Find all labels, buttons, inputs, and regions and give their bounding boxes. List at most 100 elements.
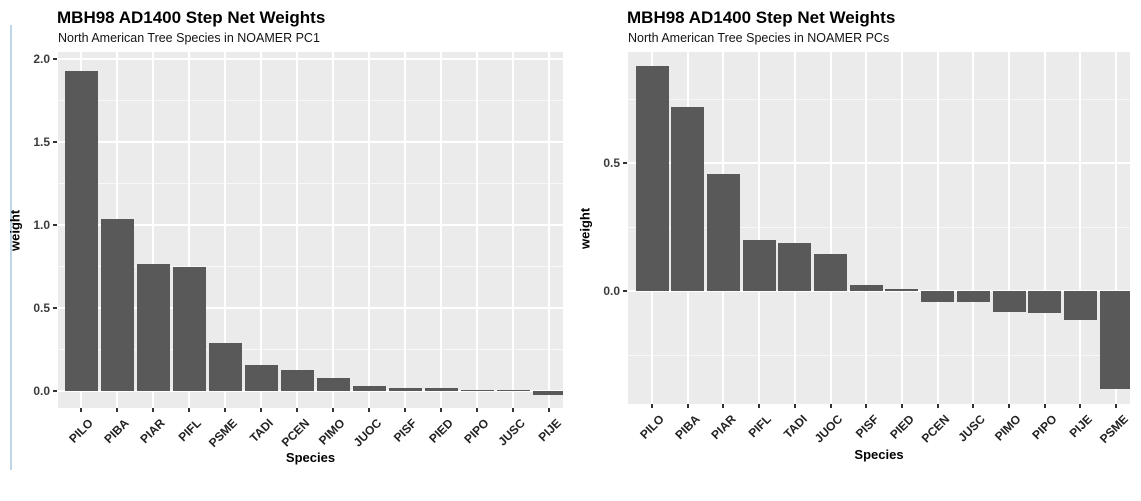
x-tick-label: JUOC bbox=[811, 412, 846, 446]
chart-subtitle: North American Tree Species in NOAMER PC… bbox=[628, 31, 890, 45]
x-axis-tick bbox=[332, 408, 334, 412]
gridline-vertical bbox=[332, 52, 334, 408]
bar bbox=[1063, 291, 1097, 320]
x-tick-label: PIED bbox=[887, 412, 917, 442]
pane-border-line bbox=[10, 25, 12, 470]
x-tick-label: PIBA bbox=[101, 416, 132, 447]
y-tick-label: 1.5 bbox=[33, 135, 50, 150]
x-axis-tick bbox=[512, 408, 514, 412]
x-tick-label: PIAR bbox=[708, 412, 739, 443]
bar bbox=[956, 291, 990, 302]
chart-title: MBH98 AD1400 Step Net Weights bbox=[57, 8, 326, 27]
bar bbox=[706, 173, 740, 292]
x-tick-label: PIJE bbox=[535, 416, 564, 445]
x-tick-label: JUSC bbox=[955, 412, 989, 445]
y-axis-tick bbox=[53, 141, 57, 144]
bar bbox=[172, 266, 206, 392]
y-axis-tick bbox=[623, 290, 627, 293]
x-tick-label: PIFL bbox=[175, 416, 204, 445]
bar bbox=[778, 242, 812, 292]
gridline-major bbox=[58, 58, 563, 61]
gridline-major bbox=[58, 390, 563, 393]
gridline-minor bbox=[628, 98, 1130, 100]
gridline-vertical bbox=[758, 52, 761, 404]
bar bbox=[921, 291, 955, 302]
chart-subtitle: North American Tree Species in NOAMER PC… bbox=[58, 31, 320, 45]
x-tick-label: PILO bbox=[66, 416, 96, 446]
gridline-vertical bbox=[476, 52, 478, 408]
x-axis-tick bbox=[972, 404, 975, 408]
x-tick-label: JUOC bbox=[350, 416, 384, 450]
x-axis-tick bbox=[829, 404, 832, 408]
x-axis-tick bbox=[686, 404, 689, 408]
y-tick-label: 0.0 bbox=[603, 284, 620, 299]
x-tick-label: JUSC bbox=[495, 416, 528, 449]
bar bbox=[635, 66, 669, 292]
x-tick-label: PILO bbox=[637, 412, 667, 442]
bar bbox=[671, 107, 705, 292]
x-tick-label: PIMO bbox=[992, 412, 1024, 444]
gridline-vertical bbox=[1079, 52, 1082, 404]
bar bbox=[1028, 291, 1062, 314]
y-axis-tick bbox=[53, 390, 57, 393]
x-axis-tick bbox=[224, 408, 226, 412]
x-axis-tick bbox=[404, 408, 406, 412]
y-tick-label: 0.5 bbox=[603, 156, 620, 171]
x-axis-tick bbox=[116, 408, 118, 412]
gridline-major bbox=[58, 141, 563, 144]
gridline-vertical bbox=[260, 52, 262, 408]
x-axis-tick bbox=[80, 408, 82, 412]
gridline-vertical bbox=[404, 52, 406, 408]
x-axis-tick bbox=[296, 408, 298, 412]
gridline-vertical bbox=[1043, 52, 1046, 404]
x-tick-label: PIPO bbox=[1029, 412, 1060, 443]
x-axis-title: Species bbox=[285, 450, 336, 465]
x-tick-label: PIMO bbox=[316, 416, 348, 448]
x-tick-label: TADI bbox=[246, 416, 276, 446]
bar bbox=[388, 388, 422, 392]
plot-panel bbox=[628, 52, 1130, 404]
x-tick-label: PIFL bbox=[745, 412, 775, 441]
y-axis-title: weight bbox=[7, 209, 23, 251]
x-tick-label: PIBA bbox=[672, 412, 703, 443]
gridline-major bbox=[58, 307, 563, 310]
x-tick-label: PIJE bbox=[1067, 412, 1096, 441]
gridline-vertical bbox=[188, 52, 190, 408]
gridline-minor bbox=[58, 183, 563, 185]
gridline-vertical bbox=[1008, 52, 1010, 404]
gridline-minor bbox=[58, 349, 563, 351]
x-axis-tick bbox=[1115, 404, 1118, 408]
x-tick-label: PISF bbox=[391, 416, 420, 445]
x-axis-tick bbox=[440, 408, 442, 412]
right-chart: MBH98 AD1400 Step Net Weights North Amer… bbox=[570, 0, 1141, 501]
x-axis-tick bbox=[260, 408, 262, 412]
bar bbox=[280, 369, 314, 392]
y-tick-label: 1.0 bbox=[33, 218, 50, 233]
gridline-vertical bbox=[829, 52, 832, 404]
x-axis-tick bbox=[476, 408, 478, 412]
gridline-major bbox=[628, 290, 1130, 293]
y-tick-label: 2.0 bbox=[33, 52, 50, 67]
bar bbox=[814, 254, 847, 292]
x-axis-tick bbox=[548, 408, 550, 412]
gridline-vertical bbox=[152, 52, 154, 408]
x-axis-tick bbox=[368, 408, 370, 412]
x-axis-tick bbox=[651, 404, 653, 408]
y-tick-label: 0.5 bbox=[33, 301, 50, 316]
gridline-vertical bbox=[512, 52, 514, 408]
x-axis-tick bbox=[152, 408, 154, 412]
bar bbox=[208, 343, 242, 392]
y-axis-tick bbox=[53, 307, 57, 310]
gridline-major bbox=[628, 162, 1130, 165]
y-axis-title: weight bbox=[577, 207, 593, 249]
x-tick-label: PCEN bbox=[919, 412, 953, 446]
gridline-minor bbox=[628, 354, 1130, 356]
gridline-vertical bbox=[865, 52, 868, 404]
x-tick-label: PCEN bbox=[278, 416, 312, 450]
gridline-minor bbox=[58, 100, 563, 102]
gridline-vertical bbox=[368, 52, 370, 408]
gridline-vertical bbox=[900, 52, 903, 404]
y-axis-tick bbox=[623, 162, 627, 165]
bar bbox=[424, 388, 458, 392]
left-chart: MBH98 AD1400 Step Net Weights North Amer… bbox=[0, 0, 570, 501]
